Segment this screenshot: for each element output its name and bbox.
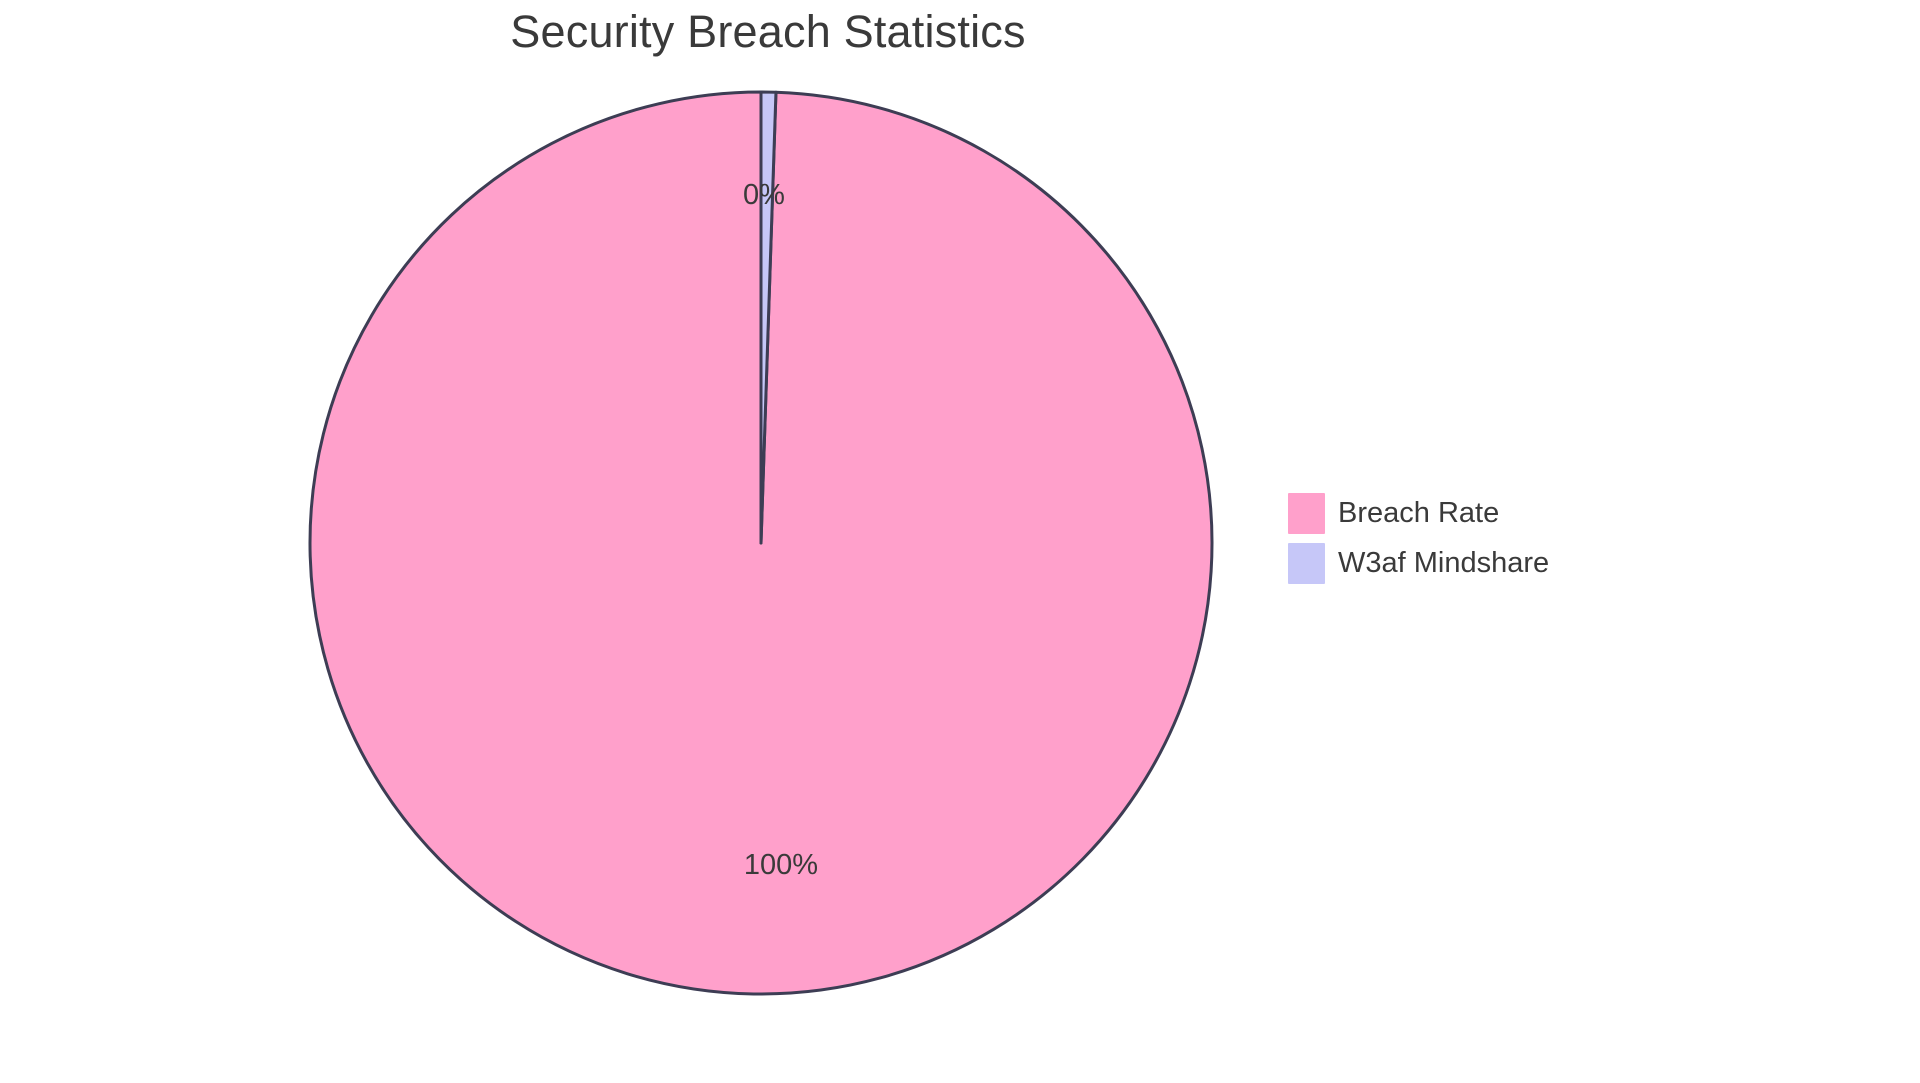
chart-legend: Breach Rate W3af Mindshare (1288, 488, 1708, 588)
legend-swatch-w3af-mindshare (1288, 542, 1325, 584)
pie-slice-w3af-mindshare[interactable] (759, 90, 778, 545)
legend-label-breach-rate: Breach Rate (1338, 496, 1500, 529)
pie-slice-group (308, 90, 1214, 996)
chart-title: Security Breach Statistics (510, 6, 1026, 57)
pie-slice-value-label-0: 100% (744, 849, 818, 881)
pie-plot-area: 100% 0% (308, 90, 1214, 996)
legend-item-breach-rate[interactable]: Breach Rate (1288, 488, 1708, 538)
legend-item-w3af-mindshare[interactable]: W3af Mindshare (1288, 538, 1708, 588)
pie-svg: 100% 0% (308, 90, 1214, 996)
legend-label-w3af-mindshare: W3af Mindshare (1338, 546, 1550, 579)
legend-swatch-breach-rate (1288, 492, 1325, 534)
pie-slice-value-label-1: 0% (743, 179, 785, 211)
pie-label-group: 100% 0% (743, 179, 818, 881)
